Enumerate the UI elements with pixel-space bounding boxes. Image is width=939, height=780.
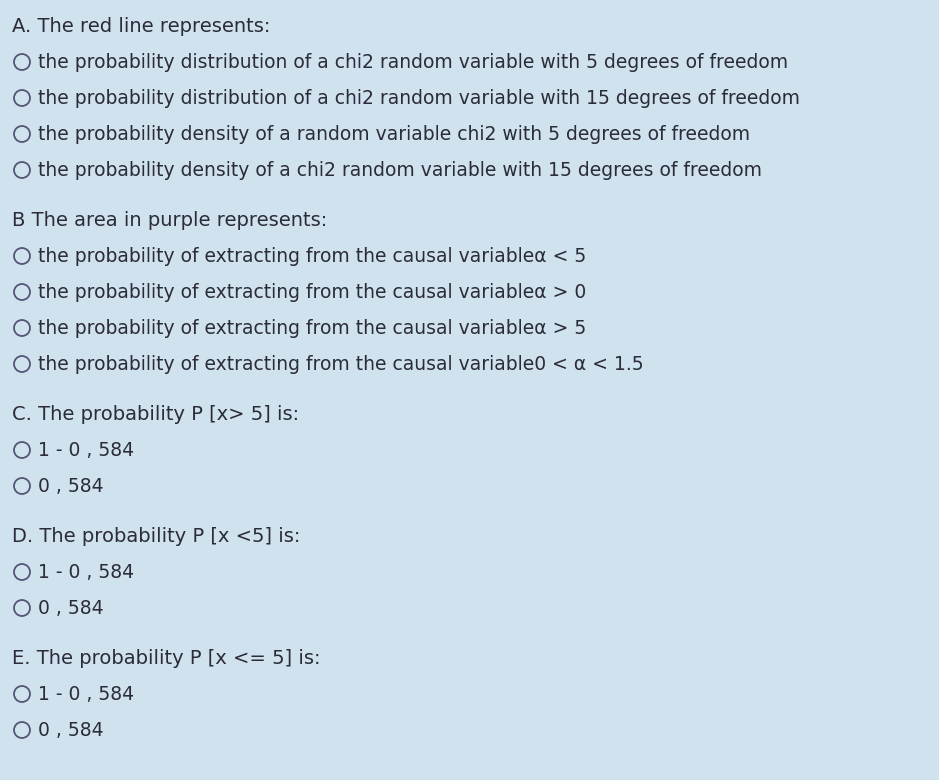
Text: 0 , 584: 0 , 584: [38, 598, 103, 618]
Text: the probability distribution of a chi2 random variable with 15 degrees of freedo: the probability distribution of a chi2 r…: [38, 88, 800, 108]
Text: C. The probability P [x> 5] is:: C. The probability P [x> 5] is:: [12, 405, 300, 424]
Text: the probability of extracting from the causal variableα < 5: the probability of extracting from the c…: [38, 246, 586, 265]
Text: 1 - 0 , 584: 1 - 0 , 584: [38, 562, 134, 582]
Text: B The area in purple represents:: B The area in purple represents:: [12, 211, 328, 229]
Text: 1 - 0 , 584: 1 - 0 , 584: [38, 685, 134, 704]
Text: the probability density of a random variable chi2 with 5 degrees of freedom: the probability density of a random vari…: [38, 125, 750, 144]
Text: D. The probability P [x <5] is:: D. The probability P [x <5] is:: [12, 526, 300, 545]
Text: 0 , 584: 0 , 584: [38, 721, 103, 739]
Text: A. The red line represents:: A. The red line represents:: [12, 16, 270, 36]
Text: the probability distribution of a chi2 random variable with 5 degrees of freedom: the probability distribution of a chi2 r…: [38, 52, 788, 72]
Text: 0 , 584: 0 , 584: [38, 477, 103, 495]
Text: the probability of extracting from the causal variableα > 5: the probability of extracting from the c…: [38, 318, 586, 338]
Text: the probability density of a chi2 random variable with 15 degrees of freedom: the probability density of a chi2 random…: [38, 161, 762, 179]
Text: E. The probability P [x <= 5] is:: E. The probability P [x <= 5] is:: [12, 648, 320, 668]
Text: 1 - 0 , 584: 1 - 0 , 584: [38, 441, 134, 459]
Text: the probability of extracting from the causal variableα > 0: the probability of extracting from the c…: [38, 282, 586, 302]
Text: the probability of extracting from the causal variable0 < α < 1.5: the probability of extracting from the c…: [38, 354, 643, 374]
